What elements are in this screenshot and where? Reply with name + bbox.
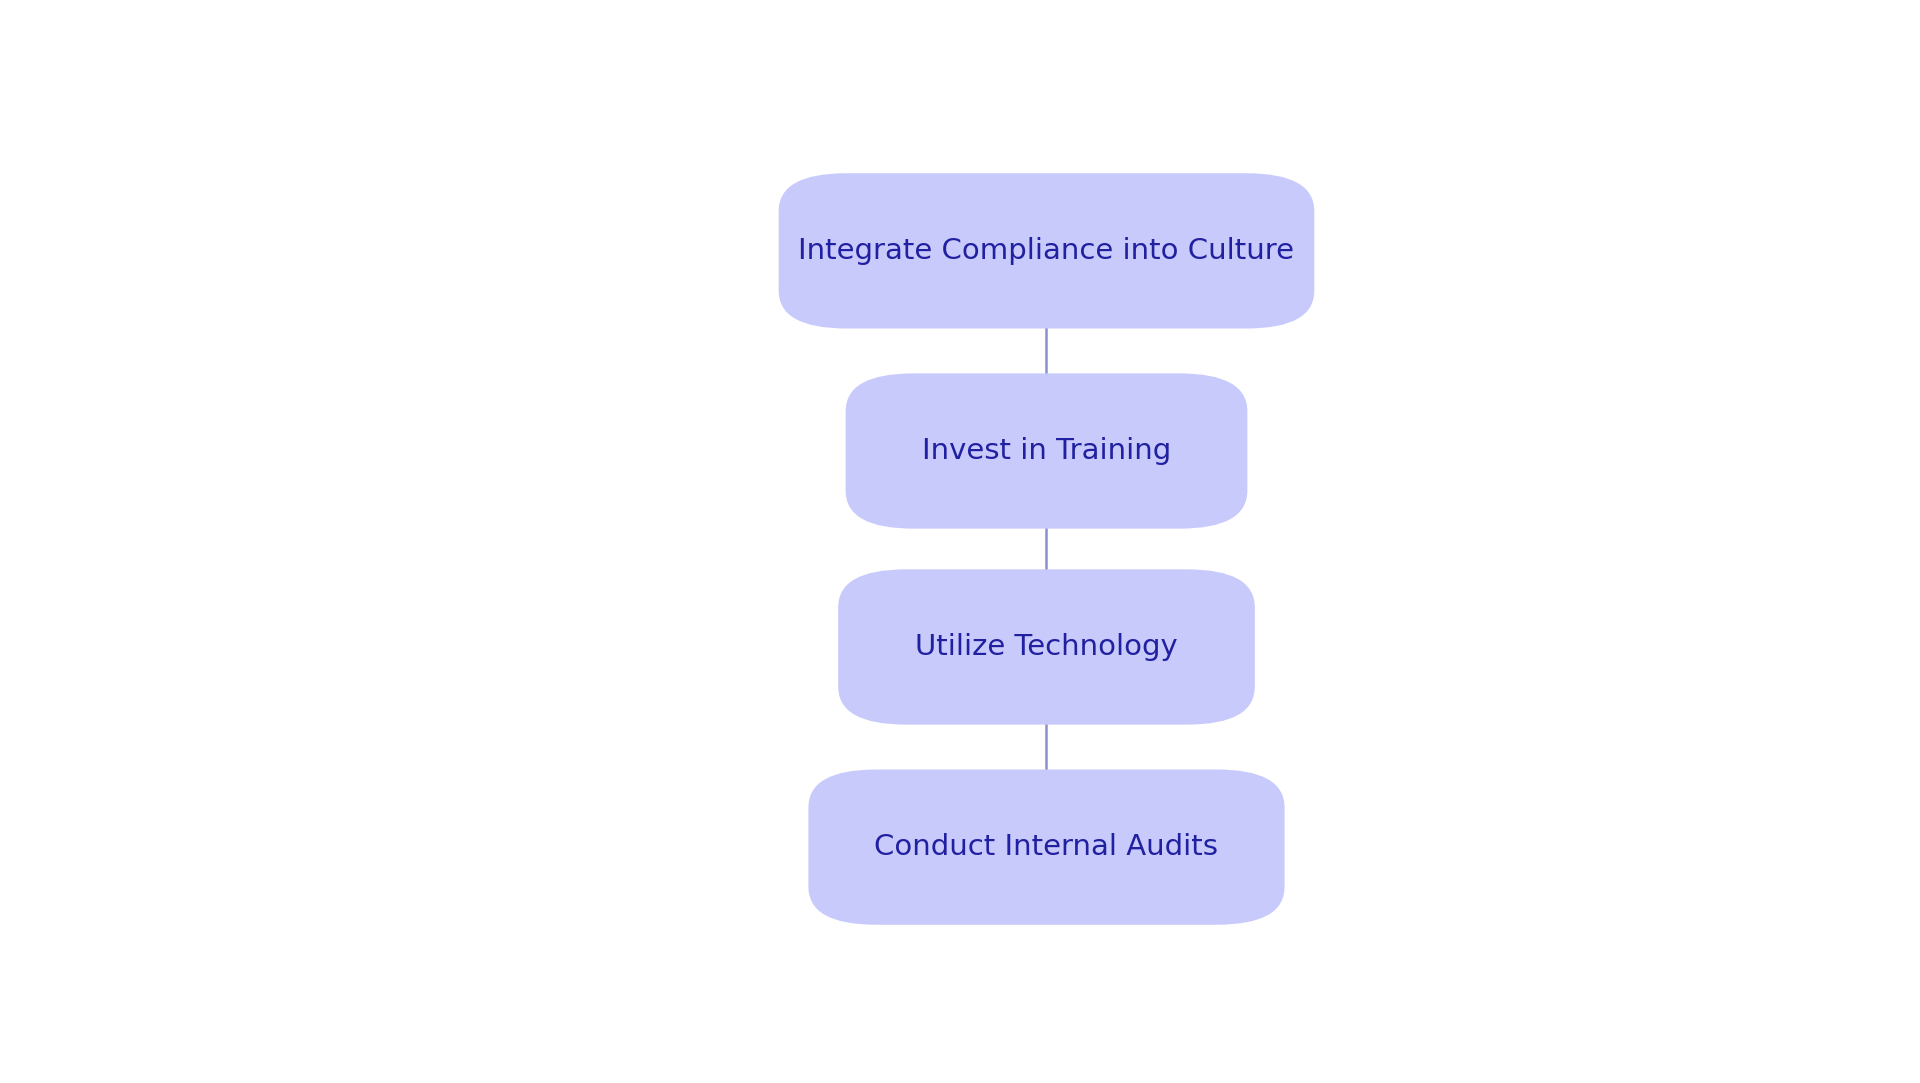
FancyBboxPatch shape [845, 374, 1248, 529]
FancyBboxPatch shape [780, 173, 1315, 328]
FancyBboxPatch shape [808, 770, 1284, 925]
FancyBboxPatch shape [839, 570, 1256, 725]
Text: Invest in Training: Invest in Training [922, 438, 1171, 465]
Text: Integrate Compliance into Culture: Integrate Compliance into Culture [799, 237, 1294, 265]
Text: Utilize Technology: Utilize Technology [916, 632, 1177, 661]
Text: Conduct Internal Audits: Conduct Internal Audits [874, 833, 1219, 861]
